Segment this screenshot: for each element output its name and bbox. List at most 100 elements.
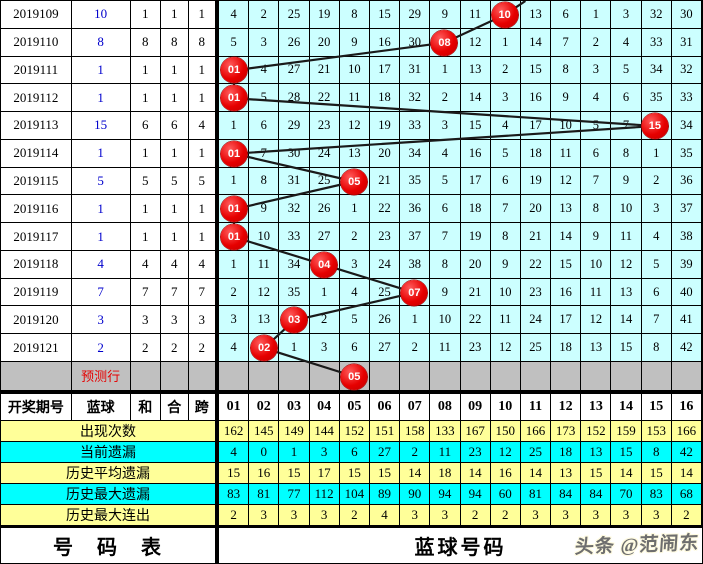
ball-column-header: 16 [671, 393, 702, 421]
trend-row: 2019114 1 1 1 1 7 30 24 13 20 34 4 16 5 18 11 6 8 1 35 [1, 139, 702, 168]
stats-row: 历史平均遗漏 15 16 15 17 15 15 14 18 14 16 14 13 15 14 15 14 [1, 462, 702, 484]
stats-value-cell: 3 [279, 504, 310, 526]
miss-count-cell: 35 [641, 84, 672, 113]
stats-row: 历史最大连出 2 3 3 3 2 4 3 3 2 2 3 3 3 3 3 2 [1, 504, 702, 526]
ball-column-header: 03 [279, 393, 310, 421]
grid-block: 01 02 03 04 05 06 07 08 09 10 11 12 13 14 15 16 [219, 393, 702, 421]
miss-count-cell: 11 [249, 250, 280, 279]
miss-count-cell [309, 250, 340, 279]
miss-count-cell: 22 [369, 195, 401, 224]
kua-cell: 4 [188, 251, 215, 279]
he-cell: 5 [130, 167, 161, 196]
stats-value-cell: 159 [611, 420, 642, 442]
miss-count-cell: 41 [671, 306, 702, 335]
miss-count-cell: 4 [641, 223, 672, 251]
miss-count-cell: 11 [430, 334, 461, 362]
miss-count-cell: 14 [460, 84, 491, 113]
prediction-row: 预测行 [1, 361, 702, 391]
miss-count-cell [219, 195, 250, 224]
miss-count-cell [219, 139, 250, 168]
period-cell: 2019120 [1, 306, 72, 335]
miss-count-cell: 2 [581, 28, 612, 57]
stats-value-cell: 84 [551, 483, 582, 505]
blue-value-cell: 1 [71, 56, 131, 85]
miss-count-cell: 29 [400, 1, 431, 29]
stats-value-cell: 15 [369, 462, 401, 484]
miss-count-cell: 25 [369, 278, 401, 307]
miss-count-cell: 10 [551, 112, 582, 140]
he-cell: 1 [130, 223, 161, 251]
miss-count-cell: 8 [490, 223, 521, 251]
header-kua: 跨 [188, 393, 215, 421]
stats-value-cell: 151 [369, 420, 401, 442]
miss-count-cell: 4 [219, 334, 250, 362]
ball-column-header: 09 [460, 393, 491, 421]
stats-value-cell: 14 [460, 462, 491, 484]
miss-count-cell: 23 [309, 112, 340, 140]
kua-cell: 7 [188, 279, 215, 307]
he-cell: 8 [130, 28, 161, 57]
miss-count-cell: 11 [490, 306, 521, 335]
stats-value-cell: 3 [551, 504, 582, 526]
stats-label: 当前遗漏 [1, 441, 219, 463]
miss-count-cell: 10 [430, 306, 461, 335]
trend-row: 2019111 1 1 1 1 4 27 21 10 17 31 1 13 2 15 8 3 5 34 32 [1, 56, 702, 85]
miss-count-cell: 1 [430, 56, 461, 85]
period-cell: 2019117 [1, 223, 72, 251]
miss-count-cell: 4 [490, 112, 521, 140]
stats-value-cell: 2 [400, 441, 431, 463]
stats-value-cell: 8 [641, 441, 672, 463]
miss-count-cell: 14 [551, 223, 582, 251]
hezhi-cell: 1 [161, 1, 189, 29]
miss-count-cell: 9 [490, 250, 521, 279]
miss-count-cell: 10 [249, 223, 280, 251]
grid-block: 10 33 27 2 23 37 7 19 8 21 14 9 11 4 38 [219, 223, 702, 251]
stats-value-cell: 2 [460, 504, 491, 526]
miss-count-cell: 40 [671, 278, 702, 307]
left-block: 2019112 1 1 1 1 [1, 84, 219, 113]
miss-count-cell: 28 [279, 84, 310, 113]
prediction-label-cell: 预测行 [71, 361, 131, 391]
miss-count-cell: 12 [490, 334, 521, 362]
miss-count-cell: 1 [581, 1, 612, 29]
stats-value-cell: 166 [520, 420, 552, 442]
stats-value-cell: 3 [581, 504, 612, 526]
miss-count-cell: 34 [279, 250, 310, 279]
kua-cell: 1 [188, 140, 215, 168]
miss-count-cell: 4 [611, 28, 642, 57]
kua-cell: 2 [188, 334, 215, 362]
blue-value-cell: 15 [71, 112, 131, 140]
left-block: 2019115 5 5 5 5 [1, 167, 219, 196]
miss-count-cell: 4 [581, 84, 612, 113]
hezhi-cell: 1 [161, 84, 189, 113]
stats-value-cell: 0 [249, 441, 280, 463]
miss-count-cell: 10 [581, 250, 612, 279]
stats-value-cell: 15 [581, 462, 612, 484]
miss-count-cell: 21 [460, 278, 491, 307]
miss-count-cell: 26 [279, 28, 310, 57]
stats-row: 出现次数 162 145 149 144 152 151 158 133 167 150 166 173… [1, 420, 702, 442]
prediction-cell [581, 361, 612, 391]
miss-count-cell: 8 [581, 195, 612, 224]
miss-count-cell: 16 [520, 84, 552, 113]
he-cell: 1 [130, 139, 161, 168]
ball-column-header: 15 [641, 393, 672, 421]
stats-value-cell: 144 [309, 420, 340, 442]
miss-count-cell: 20 [520, 195, 552, 224]
miss-count-cell: 34 [671, 112, 702, 140]
blue-value-cell: 8 [71, 28, 131, 57]
miss-count-cell: 35 [400, 167, 431, 196]
miss-count-cell: 21 [369, 167, 401, 196]
miss-count-cell: 18 [520, 139, 552, 168]
blue-value-cell: 2 [71, 334, 131, 362]
miss-count-cell: 3 [641, 195, 672, 224]
stats-value-cell: 83 [219, 483, 250, 505]
stats-value-cell: 3 [520, 504, 552, 526]
miss-count-cell: 2 [219, 278, 250, 307]
trend-row: 2019112 1 1 1 1 5 28 22 11 18 32 2 14 3 16 9 4 6 35 33 [1, 84, 702, 113]
miss-count-cell: 30 [400, 28, 431, 57]
miss-count-cell: 5 [490, 139, 521, 168]
miss-count-cell: 10 [339, 56, 370, 85]
trend-row: 2019117 1 1 1 1 10 33 27 2 23 37 7 19 8 21 14 9 11 4 38 [1, 223, 702, 251]
stats-value-cell: 60 [490, 483, 521, 505]
